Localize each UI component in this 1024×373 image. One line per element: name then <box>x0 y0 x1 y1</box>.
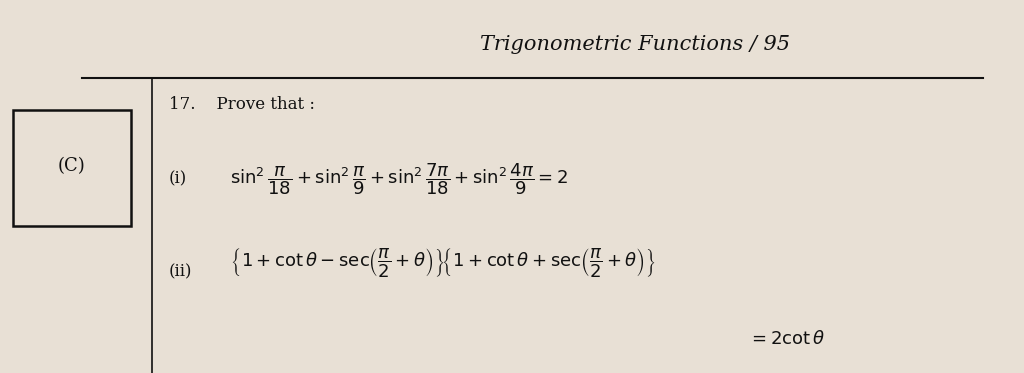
Text: 17.    Prove that :: 17. Prove that : <box>169 96 315 113</box>
FancyBboxPatch shape <box>13 110 131 226</box>
Text: $\left\{1+\cot\theta-\sec\!\left(\dfrac{\pi}{2}+\theta\right)\right\}\!\left\{1+: $\left\{1+\cot\theta-\sec\!\left(\dfrac{… <box>230 247 656 279</box>
Text: (i): (i) <box>169 170 187 188</box>
Text: $= 2\cot\theta$: $= 2\cot\theta$ <box>748 330 824 348</box>
Text: Trigonometric Functions / 95: Trigonometric Functions / 95 <box>480 35 790 54</box>
Text: $\sin^2\dfrac{\pi}{18}+\sin^2\dfrac{\pi}{9}+\sin^2\dfrac{7\pi}{18}+\sin^2\dfrac{: $\sin^2\dfrac{\pi}{18}+\sin^2\dfrac{\pi}… <box>230 161 568 197</box>
Text: (C): (C) <box>57 157 86 175</box>
Text: (ii): (ii) <box>169 264 193 281</box>
